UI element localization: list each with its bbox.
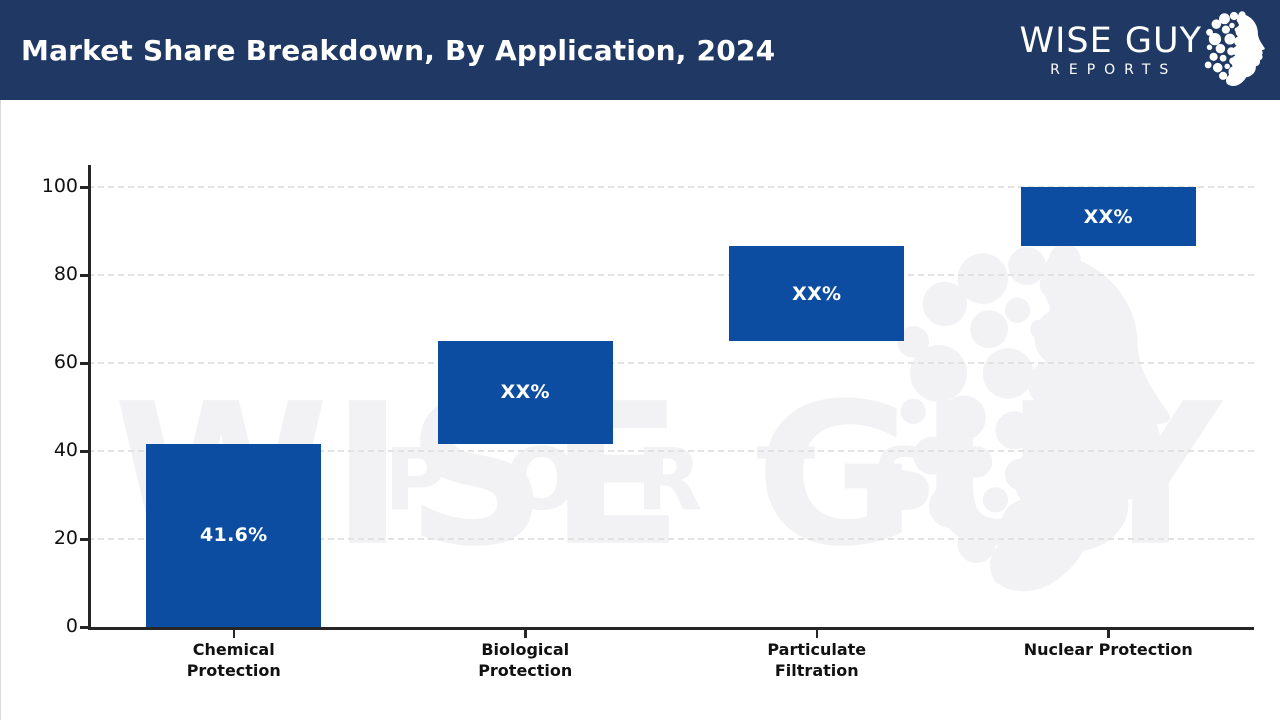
y-tick-label: 20 [53,527,78,549]
x-axis-line [88,627,1254,630]
y-gridline [88,362,1254,364]
y-tick-mark [80,450,88,453]
wise-guy-logo: WISE GUY REPORTS [1019,8,1280,92]
x-category-label: Biological Protection [478,640,573,680]
y-tick-mark [80,626,88,629]
bar-nuclear-protection: XX% [1020,187,1196,247]
y-gridline [88,538,1254,540]
y-axis-line [88,165,91,630]
y-tick-mark [80,186,88,189]
watermark-head-icon [869,228,1185,620]
x-tick-mark [232,629,236,638]
bar-value-label: XX% [792,282,842,305]
y-tick-label: 0 [65,615,78,637]
chart-plot-area: WISE GUY REPORTS 0 20 40 60 80 100 41.6% XX% XX%… [1,100,1280,720]
y-tick-label: 40 [53,439,78,461]
x-category-label: Chemical Protection [186,640,281,680]
x-category-label: Nuclear Protection [1023,640,1193,659]
y-tick-label: 80 [53,263,78,285]
y-tick-mark [80,362,88,365]
bar-value-label: XX% [1083,205,1133,228]
x-tick-mark [815,629,819,638]
logo-head-icon [1200,8,1268,92]
bar-particulate-filtration: XX% [729,246,905,341]
header-bar: Market Share Breakdown, By Application, … [0,0,1280,100]
y-tick-label: 60 [53,351,78,373]
x-tick-mark [524,629,527,638]
bar-biological-protection: XX% [437,341,613,444]
y-tick-label: 100 [41,175,78,197]
page-title: Market Share Breakdown, By Application, … [21,33,776,67]
y-gridline [88,274,1254,276]
x-category-label: Particulate Filtration [767,640,867,680]
bar-chemical-protection: 41.6% [146,443,322,627]
x-tick-mark [1107,629,1110,638]
logo-subtitle: REPORTS [1050,61,1178,78]
logo-name: WISE GUY [1019,20,1202,61]
y-tick-mark [80,274,88,277]
y-tick-mark [80,538,88,541]
logo-wordmark: WISE GUY REPORTS [1019,20,1202,78]
bar-value-label: XX% [500,381,550,404]
bar-value-label: 41.6% [200,524,268,547]
y-gridline [88,450,1254,452]
y-gridline [88,186,1254,188]
